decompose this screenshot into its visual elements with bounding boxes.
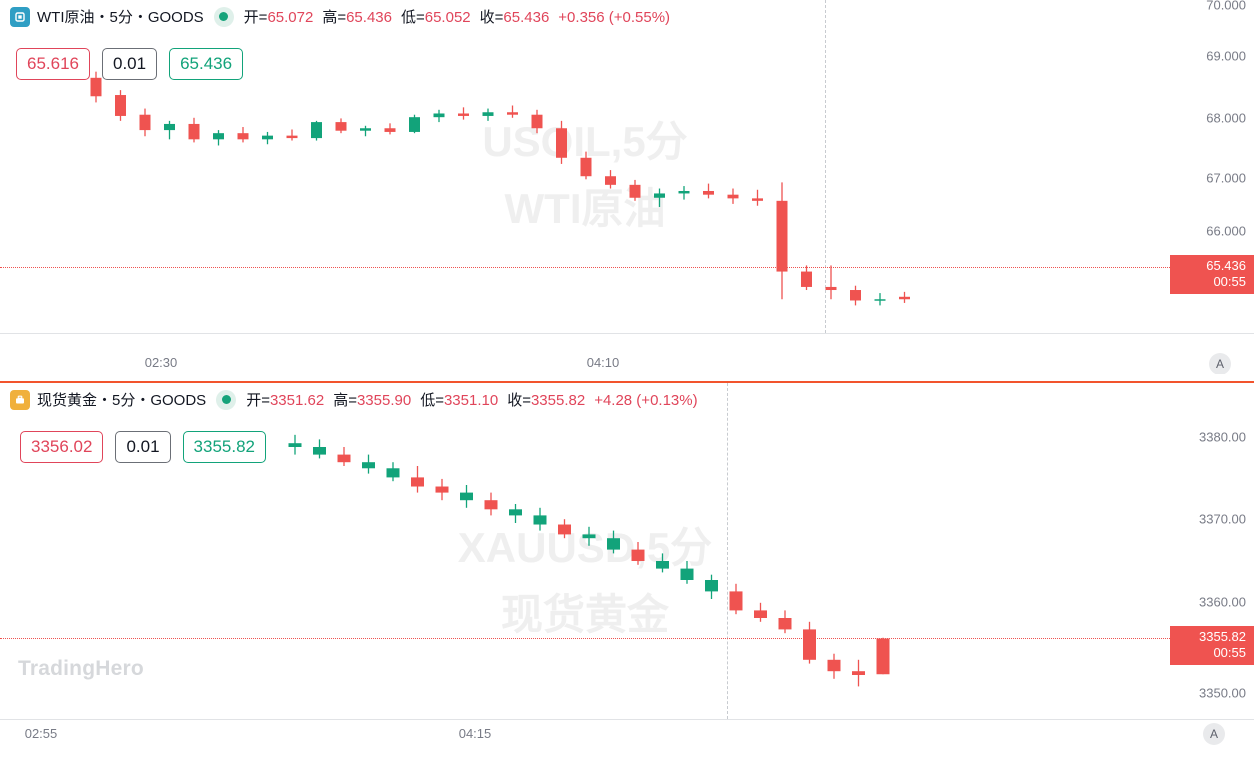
- open-label-wti: 开=: [243, 9, 268, 26]
- bid-price-button-wti[interactable]: 65.616: [16, 48, 90, 80]
- price-axis-gold[interactable]: 3380.00 3370.00 3360.00 3350.00 3355.82 …: [1170, 383, 1254, 762]
- brand-logo: TradingHero: [18, 657, 144, 680]
- last-price-line-wti: [0, 267, 1170, 268]
- chart-panel-gold[interactable]: XAUUSD,5分 现货黄金 TradingHero 现货黄金・5分・GOODS…: [0, 381, 1254, 762]
- last-price-badge-wti: 65.436 00:55: [1170, 255, 1254, 294]
- crosshair-vertical-line-wti: [825, 0, 826, 333]
- panel-divider-wti: [0, 333, 1254, 334]
- legend-title-gold: 现货黄金・5分・GOODS: [37, 392, 207, 409]
- close-label-gold: 收=: [507, 392, 531, 409]
- ask-price-button-gold[interactable]: 3355.82: [182, 431, 266, 463]
- price-axis-wti[interactable]: 70.000 69.000 68.000 67.000 66.000 65.43…: [1170, 0, 1254, 381]
- status-dot-wti: [213, 6, 234, 27]
- legend-wti: WTI原油・5分・GOODS 开=65.072 高=65.436 低=65.052 收…: [10, 6, 670, 27]
- close-label-wti: 收=: [479, 9, 504, 26]
- y-tick-gold-3: 3350.00: [1199, 685, 1246, 701]
- y-tick-wti-2: 68.000: [1206, 110, 1246, 126]
- y-tick-gold-2: 3360.00: [1199, 594, 1246, 610]
- ohlc-values-wti: 开=65.072 高=65.436 低=65.052 收=65.436 +0.356 (…: [244, 6, 670, 27]
- y-tick-wti-4: 66.000: [1206, 223, 1246, 239]
- candlestick-series-gold: [288, 434, 890, 687]
- y-tick-gold-0: 3380.00: [1199, 429, 1246, 445]
- y-tick-gold-1: 3370.00: [1199, 511, 1246, 527]
- x-tick-gold-0: 02:55: [24, 726, 58, 741]
- y-tick-wti-3: 67.000: [1206, 170, 1246, 186]
- candlestick-series-wti: [90, 71, 910, 306]
- y-tick-wti-0: 70.000: [1206, 0, 1246, 13]
- open-label-gold: 开=: [246, 392, 270, 409]
- status-dot-gold: [216, 389, 237, 410]
- last-price-badge-gold: 3355.82 00:55: [1170, 626, 1254, 665]
- low-label-wti: 低=: [400, 9, 425, 26]
- gold-icon: [10, 389, 30, 410]
- low-value-gold: 3351.10: [443, 392, 499, 409]
- ohlc-values-gold: 开=3351.62 高=3355.90 低=3351.10 收=3355.82 +4.2…: [246, 389, 697, 410]
- close-value-wti: 65.436: [503, 9, 550, 26]
- auto-scale-button-gold[interactable]: A: [1203, 723, 1225, 745]
- time-axis-gold[interactable]: 02:55 04:15 A: [0, 720, 1254, 760]
- open-value-wti: 65.072: [267, 9, 314, 26]
- high-label-gold: 高=: [333, 392, 357, 409]
- change-value-wti: +0.356 (+0.55%): [558, 9, 671, 26]
- last-price-line-gold: [0, 638, 1170, 639]
- legend-title-wti: WTI原油・5分・GOODS: [37, 9, 204, 26]
- low-value-wti: 65.052: [424, 9, 471, 26]
- auto-scale-button-wti[interactable]: A: [1209, 353, 1231, 374]
- x-tick-wti-1: 04:10: [586, 355, 620, 370]
- bid-price-button-gold[interactable]: 3356.02: [20, 431, 104, 463]
- crosshair-vertical-line-gold: [727, 383, 728, 719]
- x-tick-gold-1: 04:15: [458, 726, 492, 741]
- high-label-wti: 高=: [322, 9, 347, 26]
- chart-panel-wti[interactable]: USOIL,5分 WTI原油 WTI原油・5分・GOODS 开=65.072 高=…: [0, 0, 1254, 381]
- x-tick-wti-0: 02:30: [144, 355, 178, 370]
- oil-icon: [10, 6, 30, 27]
- price-box-row-wti: 65.616 0.01 65.436: [16, 48, 244, 80]
- panel-divider-gold: [0, 719, 1254, 720]
- y-tick-wti-1: 69.000: [1206, 48, 1246, 64]
- open-value-gold: 3351.62: [269, 392, 325, 409]
- countdown-gold: 00:55: [1213, 645, 1246, 660]
- last-price-value-gold: 3355.82: [1199, 629, 1246, 644]
- countdown-wti: 00:55: [1213, 274, 1246, 289]
- change-value-gold: +4.28 (+0.13%): [594, 392, 698, 409]
- legend-gold: 现货黄金・5分・GOODS 开=3351.62 高=3355.90 低=3351.1…: [10, 389, 698, 410]
- last-price-value-wti: 65.436: [1206, 258, 1246, 273]
- low-label-gold: 低=: [420, 392, 444, 409]
- high-value-gold: 3355.90: [356, 392, 412, 409]
- price-box-row-gold: 3356.02 0.01 3355.82: [20, 431, 266, 463]
- ask-price-button-wti[interactable]: 65.436: [169, 48, 244, 80]
- close-value-gold: 3355.82: [530, 392, 586, 409]
- quantity-input-wti[interactable]: 0.01: [102, 48, 158, 80]
- high-value-wti: 65.436: [346, 9, 392, 26]
- time-axis-wti[interactable]: 02:30 04:10 A: [0, 334, 1254, 374]
- quantity-input-gold[interactable]: 0.01: [115, 431, 171, 463]
